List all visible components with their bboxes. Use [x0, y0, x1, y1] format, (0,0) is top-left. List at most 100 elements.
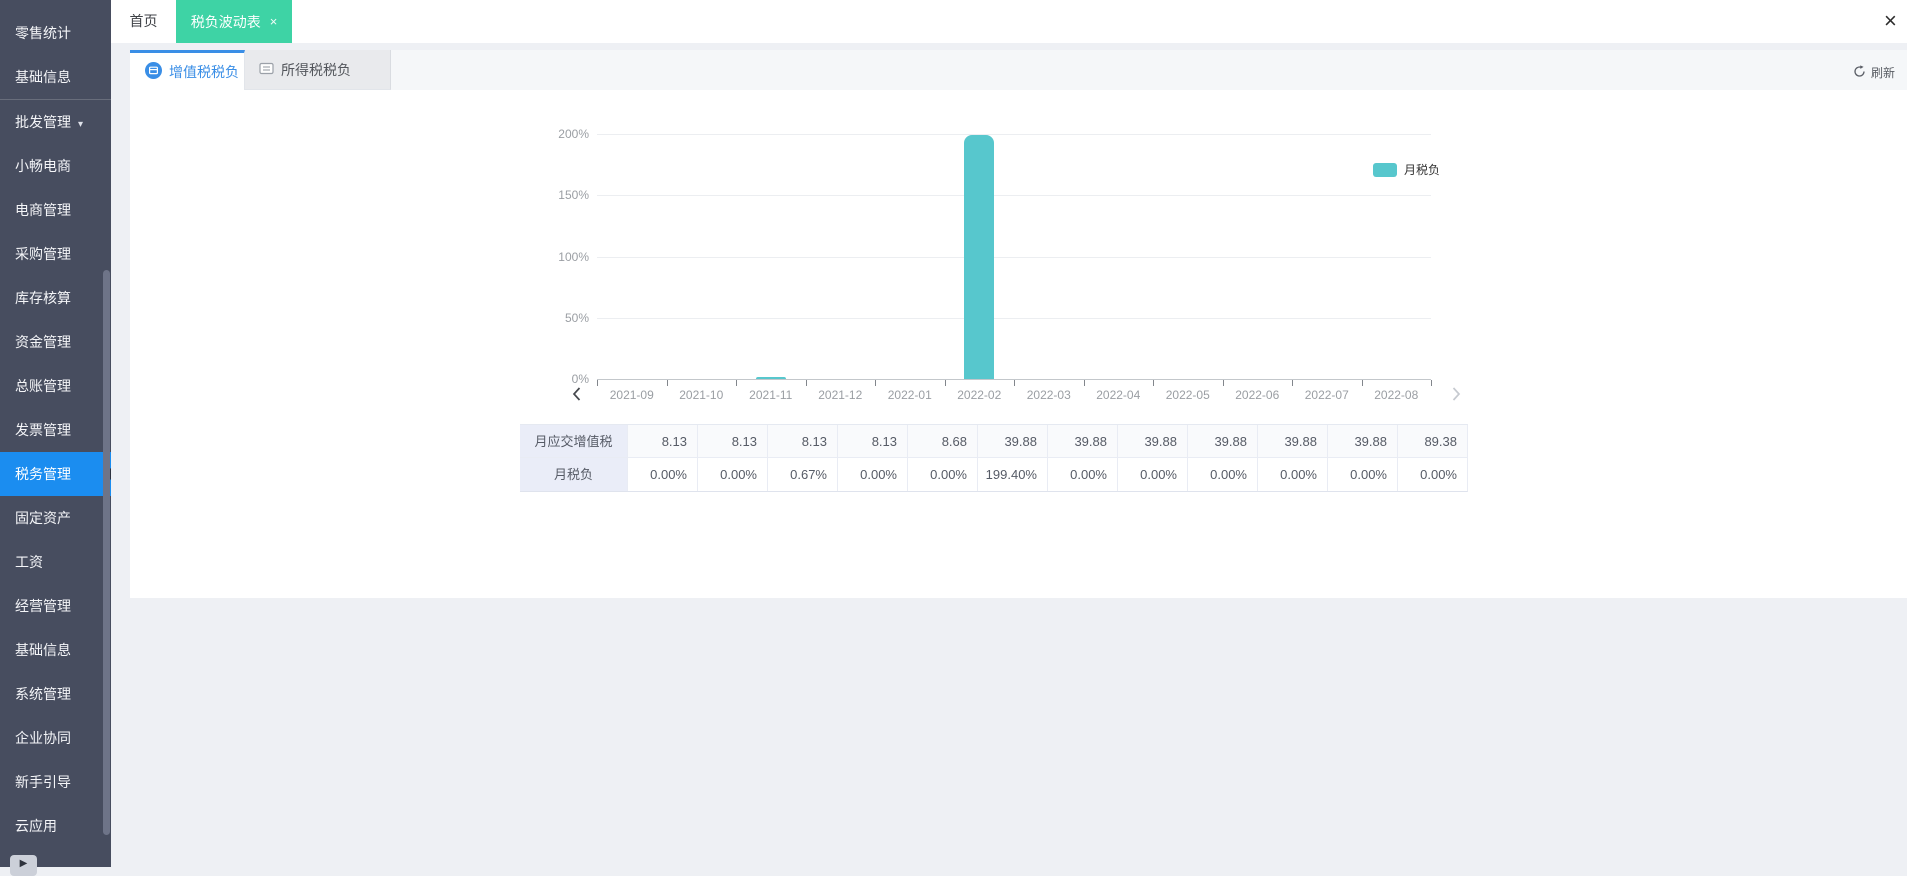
sidebar-item-固定资产[interactable]: 固定资产: [0, 496, 111, 540]
sidebar-item-批发管理[interactable]: 批发管理 ▾: [0, 100, 111, 144]
x-axis-label: 2022-04: [1096, 388, 1141, 402]
axis-tick: [666, 380, 668, 386]
axis-tick: [1222, 380, 1224, 386]
table-cell: 0.00%: [1257, 458, 1327, 491]
axis-tick: [1292, 380, 1293, 386]
bar-2022-02[interactable]: [964, 134, 995, 379]
table-cell: 39.88: [1327, 425, 1397, 458]
chart-next-icon[interactable]: [1449, 386, 1463, 407]
table-row-label: 月税负: [520, 458, 627, 491]
table-cell: 0.00%: [837, 458, 907, 491]
x-axis-line: [597, 379, 1431, 380]
sidebar-item-云应用[interactable]: 云应用: [0, 804, 111, 848]
x-axis-label: 2021-10: [679, 388, 724, 402]
sidebar-scrollbar-thumb[interactable]: [103, 270, 110, 835]
sidebar-item-label: 总账管理: [15, 378, 71, 394]
table-cell: 0.00%: [907, 458, 977, 491]
table-cell: 8.13: [767, 425, 837, 458]
axis-tick: [597, 380, 598, 386]
sidebar-item-新手引导[interactable]: 新手引导: [0, 760, 111, 804]
legend-item[interactable]: 月税负: [1373, 161, 1440, 178]
sidebar-item-发票管理[interactable]: 发票管理: [0, 408, 111, 452]
collapse-icon: ▶: [19, 858, 28, 869]
tab-tax-fluctuation-label: 税负波动表: [190, 13, 261, 30]
table-cell: 0.00%: [627, 458, 697, 491]
sidebar-item-库存核算[interactable]: 库存核算: [0, 276, 111, 320]
sidebar-item-税务管理[interactable]: 税务管理: [0, 452, 111, 496]
x-axis-label: 2021-11: [749, 388, 793, 402]
chart-plot: 0% 50% 100% 150% 200% 2021-09 2021-10 2021-11 20…: [558, 127, 1461, 402]
sidebar-item-label: 系统管理: [15, 686, 71, 702]
sidebar-item-总账管理[interactable]: 总账管理: [0, 364, 111, 408]
gridline: [597, 256, 1431, 258]
tab-home[interactable]: 首页: [111, 0, 176, 43]
subtab-bar: 增值税税负 所得税税负: [130, 50, 1907, 90]
tax-table: 月应交增值税 8.13 8.13 8.13 8.13 8.68 39.88 39.88 39.8…: [520, 424, 1468, 492]
tab-home-label: 首页: [129, 13, 158, 29]
x-axis-label: 2021-12: [818, 388, 863, 402]
window-close-icon[interactable]: ×: [1884, 8, 1897, 33]
refresh-button[interactable]: 刷新: [1853, 64, 1895, 81]
y-axis-label: 150%: [558, 188, 589, 203]
axis-tick: [1083, 380, 1085, 386]
table-cell: 89.38: [1397, 425, 1467, 458]
sidebar-item-系统管理[interactable]: 系统管理: [0, 672, 111, 716]
table-cell: 8.13: [697, 425, 767, 458]
income-tab-icon: [259, 61, 274, 79]
x-axis-label: 2022-08: [1374, 388, 1419, 402]
sidebar-item-label: 工资: [15, 554, 43, 570]
sidebar-item-label: 经营管理: [15, 598, 71, 614]
tab-close-icon[interactable]: ×: [269, 14, 278, 29]
sidebar-item-工资[interactable]: 工资: [0, 540, 111, 584]
sidebar-item-label: 固定资产: [15, 510, 71, 526]
table-cell: 8.68: [907, 425, 977, 458]
table-cell: 0.00%: [697, 458, 767, 491]
axis-tick: [944, 380, 946, 386]
sidebar-item-基础信息[interactable]: 基础信息: [0, 628, 111, 672]
tab-tax-fluctuation[interactable]: 税负波动表 ×: [176, 0, 292, 43]
sidebar-item-label: 小畅电商: [15, 158, 71, 174]
sidebar-item-企业协同[interactable]: 企业协同: [0, 716, 111, 760]
axis-tick: [1361, 380, 1363, 386]
sidebar-item-基础信息[interactable]: 基础信息: [0, 55, 111, 99]
y-axis-label: 200%: [558, 127, 589, 141]
bar-2021-11[interactable]: [755, 376, 786, 379]
sidebar-item-label: 企业协同: [15, 730, 71, 746]
table-cell: 0.00%: [1397, 458, 1467, 491]
axis-tick: [736, 380, 737, 386]
x-axis-label: 2022-01: [887, 388, 932, 402]
tab-vat-burden-label: 增值税税负: [169, 63, 239, 80]
content-panel: 增值税税负 所得税税负 刷新 月税负 0% 50% 100% 150% 200% 2021…: [130, 50, 1907, 598]
axis-tick: [1431, 380, 1432, 386]
y-axis-label: 0%: [571, 372, 589, 386]
y-axis-label: 50%: [564, 310, 589, 325]
sidebar-item-label: 电商管理: [15, 202, 71, 218]
table-cell: 39.88: [1117, 425, 1187, 458]
tab-vat-burden[interactable]: 增值税税负: [130, 50, 245, 90]
table-cell: 0.67%: [767, 458, 837, 491]
sidebar-item-label: 批发管理: [15, 114, 71, 130]
x-axis-label: 2021-09: [609, 388, 654, 402]
sidebar-item-资金管理[interactable]: 资金管理: [0, 320, 111, 364]
sidebar-item-经营管理[interactable]: 经营管理: [0, 584, 111, 628]
table-cell: 0.00%: [1187, 458, 1257, 491]
legend-label: 月税负: [1404, 163, 1441, 177]
sidebar-item-label: 发票管理: [15, 422, 71, 438]
gridline: [597, 195, 1431, 197]
table-row-label: 月应交增值税: [520, 425, 627, 458]
sidebar-item-小畅电商[interactable]: 小畅电商: [0, 144, 111, 188]
tab-income-tax-burden[interactable]: 所得税税负: [245, 50, 391, 90]
sidebar-item-采购管理[interactable]: 采购管理: [0, 232, 111, 276]
sidebar-item-电商管理[interactable]: 电商管理: [0, 188, 111, 232]
axis-tick: [1014, 380, 1015, 386]
chart-prev-icon[interactable]: [570, 386, 584, 407]
sidebar-collapse-button[interactable]: ▶: [10, 855, 37, 876]
chevron-down-icon: ▾: [78, 119, 84, 130]
sidebar-item-label: 基础信息: [15, 642, 71, 658]
sidebar-item-零售统计[interactable]: 零售统计: [0, 11, 111, 55]
gridline: [597, 317, 1431, 319]
table-cell: 39.88: [977, 425, 1047, 458]
sidebar-item-label: 采购管理: [15, 246, 71, 262]
table-cell: 39.88: [1257, 425, 1327, 458]
refresh-icon: [1853, 64, 1866, 81]
